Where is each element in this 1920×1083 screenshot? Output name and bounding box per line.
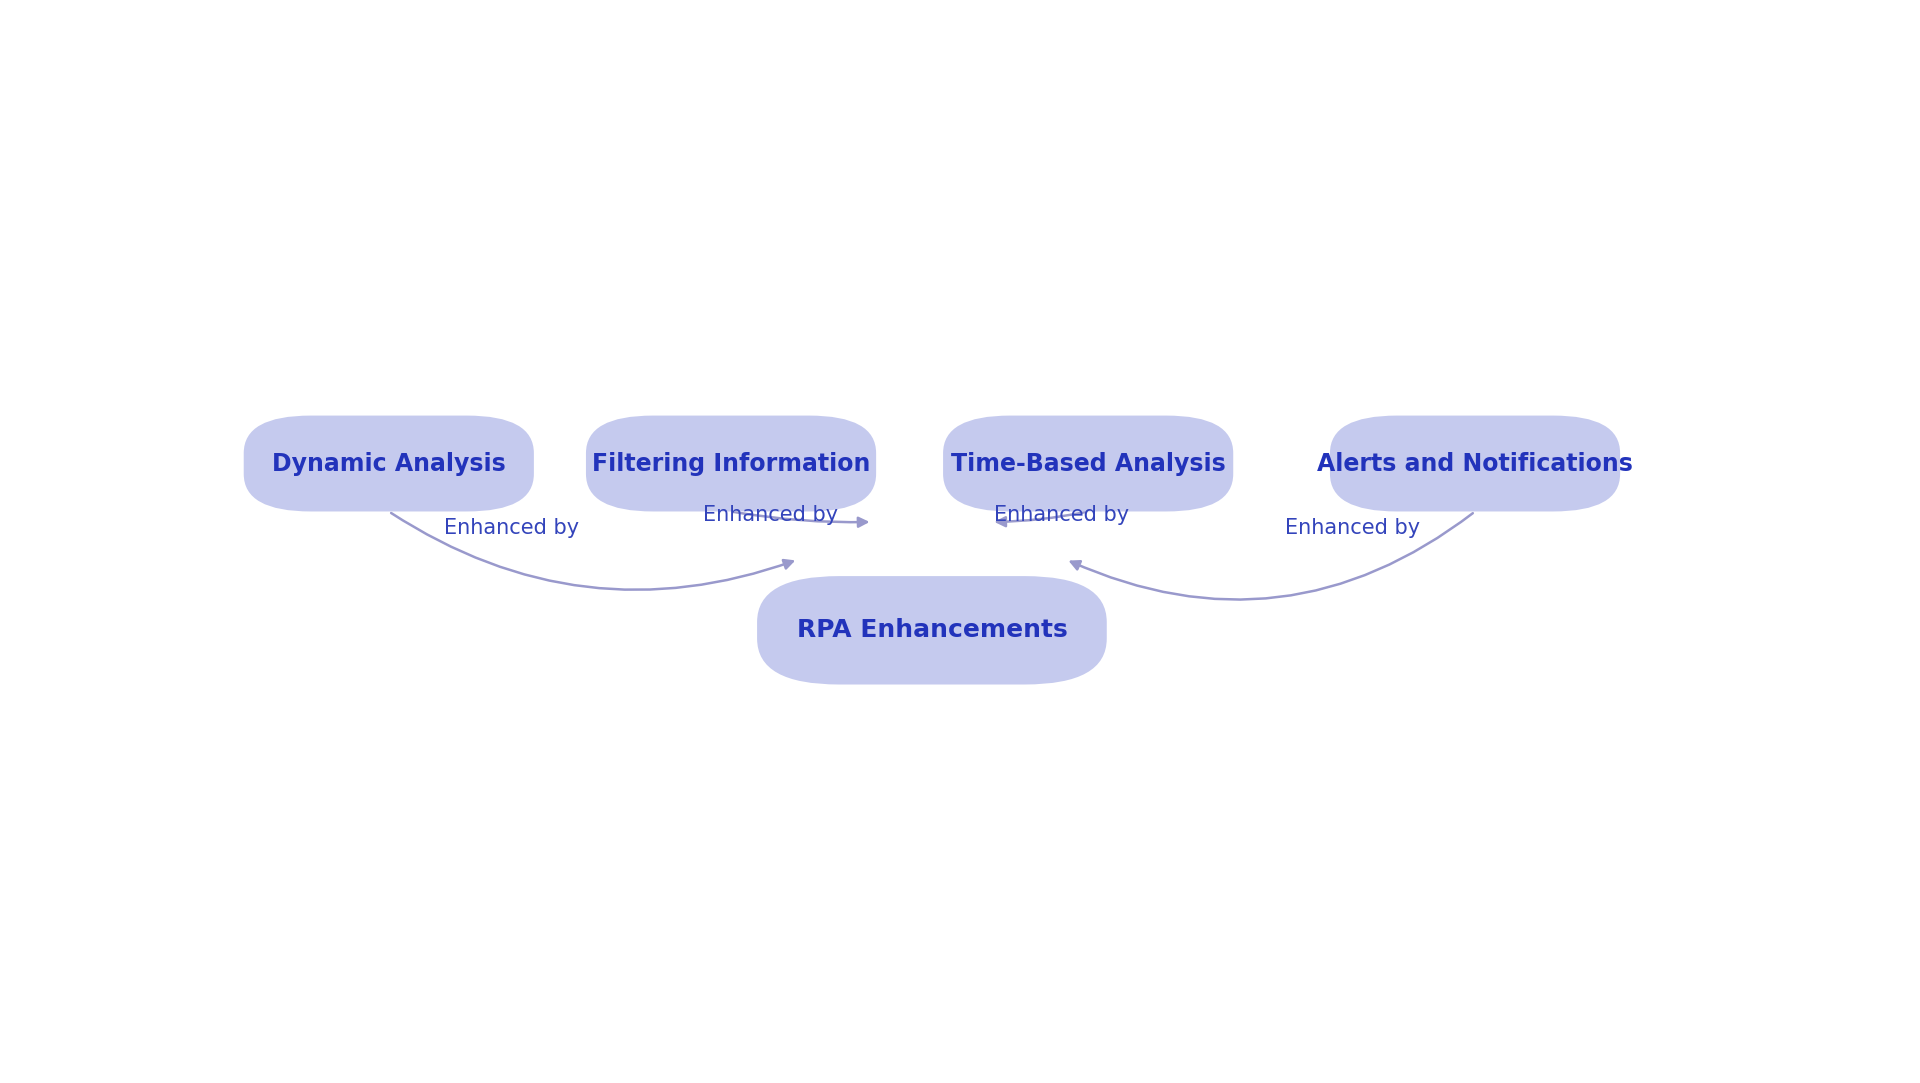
Text: RPA Enhancements: RPA Enhancements xyxy=(797,618,1068,642)
FancyBboxPatch shape xyxy=(943,416,1233,511)
Text: Alerts and Notifications: Alerts and Notifications xyxy=(1317,452,1634,475)
Text: Time-Based Analysis: Time-Based Analysis xyxy=(950,452,1225,475)
FancyArrowPatch shape xyxy=(392,513,793,590)
FancyBboxPatch shape xyxy=(244,416,534,511)
Text: Enhanced by: Enhanced by xyxy=(444,519,580,538)
FancyArrowPatch shape xyxy=(1071,513,1473,600)
Text: Enhanced by: Enhanced by xyxy=(993,505,1129,524)
Text: Enhanced by: Enhanced by xyxy=(703,505,839,524)
Text: Dynamic Analysis: Dynamic Analysis xyxy=(273,452,505,475)
FancyBboxPatch shape xyxy=(586,416,876,511)
FancyBboxPatch shape xyxy=(1331,416,1620,511)
Text: Filtering Information: Filtering Information xyxy=(591,452,870,475)
FancyArrowPatch shape xyxy=(996,512,1085,526)
FancyBboxPatch shape xyxy=(756,576,1106,684)
FancyArrowPatch shape xyxy=(733,512,866,526)
Text: Enhanced by: Enhanced by xyxy=(1284,519,1421,538)
